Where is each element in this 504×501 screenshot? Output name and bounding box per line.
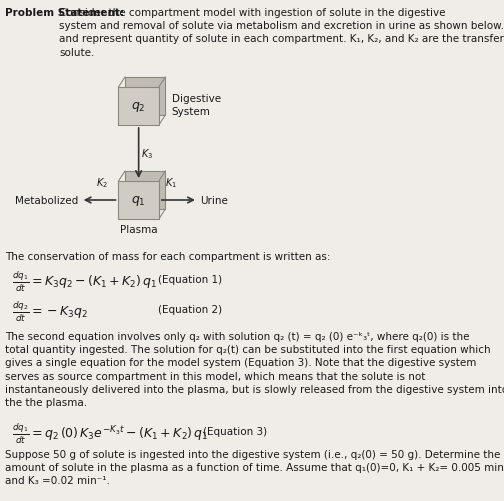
Text: The second equation involves only q₂ with solution q₂ (t) = q₂ (0) e⁻ᵏ₃ᵗ, where : The second equation involves only q₂ wit… xyxy=(5,331,504,407)
Text: Suppose 50 g of solute is ingested into the digestive system (i.e., q₂(0) = 50 g: Suppose 50 g of solute is ingested into … xyxy=(5,449,504,485)
Text: (Equation 2): (Equation 2) xyxy=(158,305,222,314)
Text: Metabolized: Metabolized xyxy=(15,195,78,205)
Text: Plasma: Plasma xyxy=(120,224,157,234)
Text: (Equation 3): (Equation 3) xyxy=(203,426,267,436)
Text: Urine: Urine xyxy=(201,195,228,205)
Text: $q_1$: $q_1$ xyxy=(132,193,146,207)
FancyBboxPatch shape xyxy=(118,88,159,126)
Text: $\frac{dq_2}{dt} = -K_3 q_2$: $\frac{dq_2}{dt} = -K_3 q_2$ xyxy=(12,300,88,323)
FancyBboxPatch shape xyxy=(125,78,165,116)
FancyBboxPatch shape xyxy=(118,182,159,219)
FancyBboxPatch shape xyxy=(125,172,165,209)
Text: The conservation of mass for each compartment is written as:: The conservation of mass for each compar… xyxy=(5,252,331,262)
Text: $\frac{dq_1}{dt} = K_3 q_2 - (K_1 + K_2)\, q_1$: $\frac{dq_1}{dt} = K_3 q_2 - (K_1 + K_2)… xyxy=(12,270,157,294)
Text: Consider the compartment model with ingestion of solute in the digestive
system : Consider the compartment model with inge… xyxy=(59,8,504,58)
Text: (Equation 1): (Equation 1) xyxy=(158,275,222,285)
Text: Problem Statement:: Problem Statement: xyxy=(5,8,124,18)
Text: $\frac{dq_1}{dt} = q_2\,(0)\,K_3 e^{-K_3 t} - (K_1 + K_2)\,q_1$: $\frac{dq_1}{dt} = q_2\,(0)\,K_3 e^{-K_3… xyxy=(12,421,208,445)
Text: $K_2$: $K_2$ xyxy=(96,176,107,189)
Text: $K_3$: $K_3$ xyxy=(141,147,153,161)
Text: $K_1$: $K_1$ xyxy=(165,176,177,189)
Text: Digestive
System: Digestive System xyxy=(172,94,221,117)
Text: $q_2$: $q_2$ xyxy=(132,100,146,114)
